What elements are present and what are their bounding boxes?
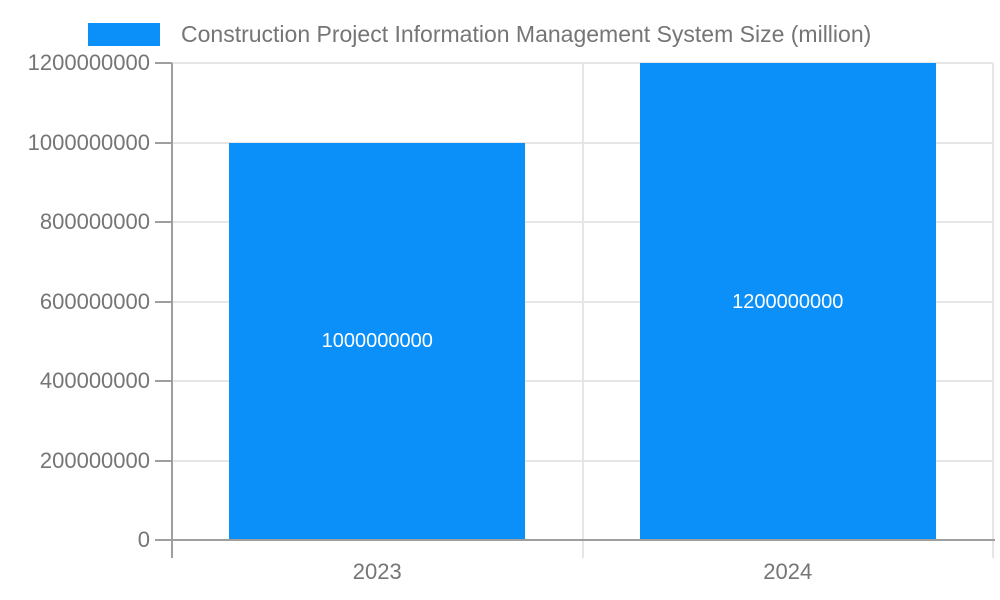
y-tick-mark (155, 539, 172, 541)
bar (639, 63, 936, 540)
x-tick-label: 2023 (352, 559, 402, 584)
y-tick-mark (155, 221, 172, 223)
y-tick-label: 800000000 (39, 209, 150, 234)
legend: Construction Project Information Managem… (88, 20, 872, 47)
y-tick-mark (155, 459, 172, 462)
y-tick-mark (155, 62, 172, 64)
x-tick-label: 2024 (763, 559, 813, 584)
bar (229, 142, 526, 540)
y-tick-mark (155, 141, 172, 144)
y-tick-label: 600000000 (39, 288, 150, 314)
legend-label: Construction Project Information Managem… (181, 20, 872, 47)
y-tick-mark (155, 380, 172, 382)
bar-value-label: 1200000000 (732, 290, 844, 313)
y-tick-label: 0 (137, 527, 150, 552)
x-axis-line (171, 539, 995, 541)
category-boundary-gridline (581, 63, 584, 558)
y-tick-mark (155, 300, 172, 303)
y-tick-label: 1000000000 (27, 129, 150, 155)
legend-swatch (88, 22, 160, 46)
bar-value-label: 1000000000 (321, 330, 433, 353)
y-axis-line (171, 63, 173, 558)
category-boundary-gridline (992, 63, 994, 558)
y-tick-label: 400000000 (39, 368, 150, 393)
y-tick-label: 1200000000 (27, 50, 150, 75)
y-tick-label: 200000000 (39, 447, 150, 473)
